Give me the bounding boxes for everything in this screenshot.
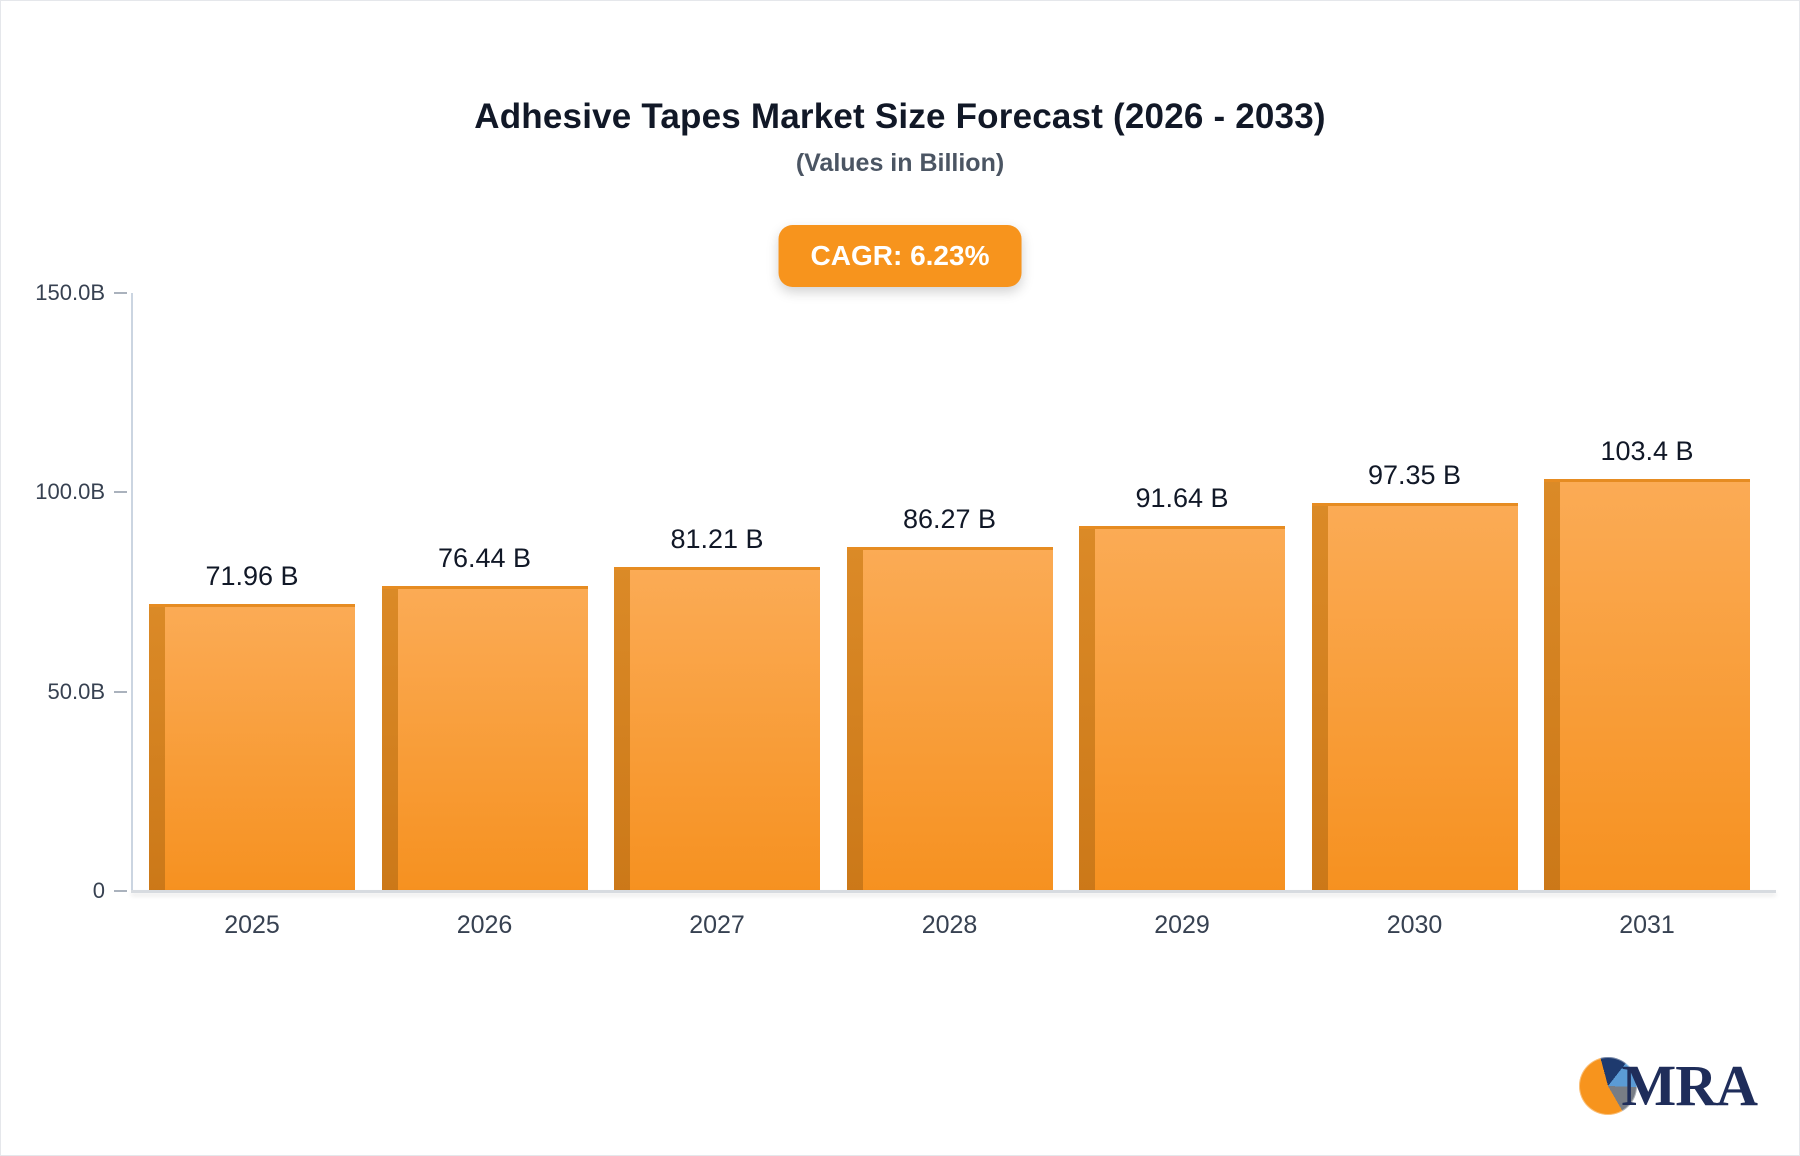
x-axis-label: 2028	[921, 911, 978, 939]
y-axis-tick-mark	[114, 890, 127, 892]
bar	[149, 604, 355, 891]
mra-pie-logo-icon	[1579, 1056, 1638, 1115]
bar	[1544, 478, 1750, 892]
bar-value-label: 97.35 B	[1367, 459, 1462, 490]
y-axis-tick: 100.0B	[1, 479, 127, 505]
mra-logo: MRA	[1579, 1052, 1758, 1119]
x-axis-label: 2029	[1154, 911, 1210, 939]
chart-subtitle: (Values in Billion)	[795, 149, 1005, 177]
bar-value-label: 71.96 B	[205, 561, 299, 592]
bar	[1079, 525, 1285, 892]
y-axis-tick-label: 100.0B	[35, 479, 105, 505]
plot-area: 150.0B 100.0B 50.0B 0 71.96 B 76.44 B 81.21 B…	[35, 280, 1776, 939]
y-axis-tick: 0	[1, 878, 127, 903]
y-axis-tick: 150.0B	[1, 280, 127, 305]
bar-group: 103.4 B	[1544, 293, 1750, 892]
x-axis-label: 2026	[456, 911, 513, 939]
bar	[381, 586, 588, 891]
y-axis-tick-label: 150.0B	[35, 280, 105, 305]
y-axis-tick: 50.0B	[1, 678, 127, 704]
bar-value-label: 103.4 B	[1600, 435, 1694, 466]
bar-value-label: 91.64 B	[1135, 482, 1229, 513]
y-axis-tick-mark	[114, 491, 127, 494]
y-axis-tick-label: 50.0B	[47, 678, 106, 704]
x-axis-labels: 2025 2026 2027 2028 2029 2030 2031	[133, 911, 1766, 940]
chart-title: Adhesive Tapes Market Size Forecast (202…	[474, 97, 1326, 136]
bar-group: 71.96 B	[149, 293, 355, 891]
bar-group: 76.44 B	[381, 293, 588, 891]
x-axis-label: 2031	[1619, 911, 1675, 939]
mra-logo-text: MRA	[1621, 1053, 1758, 1118]
y-axis-tick-mark	[114, 292, 127, 294]
x-axis-label: 2030	[1386, 911, 1443, 939]
bars-container: 71.96 B 76.44 B 81.21 B 86.27 B 91.64 B 97.35…	[133, 293, 1766, 892]
bar-group: 81.21 B	[614, 293, 820, 891]
bar-value-label: 86.27 B	[902, 504, 997, 535]
bar-group: 86.27 B	[846, 293, 1053, 891]
bar-group: 97.35 B	[1311, 293, 1518, 892]
y-axis-tick-label: 0	[92, 878, 105, 903]
bar	[614, 567, 820, 891]
bar-group: 91.64 B	[1079, 293, 1285, 892]
y-axis-tick-mark	[114, 690, 127, 693]
bar-value-label: 76.44 B	[437, 543, 532, 574]
x-axis-line	[131, 890, 1776, 893]
cagr-badge: CAGR: 6.23%	[778, 225, 1022, 287]
bar-value-label: 81.21 B	[670, 524, 764, 555]
bar	[846, 547, 1053, 891]
bar	[1311, 502, 1518, 892]
x-axis-label: 2027	[689, 911, 745, 939]
x-axis-label: 2025	[224, 911, 280, 939]
